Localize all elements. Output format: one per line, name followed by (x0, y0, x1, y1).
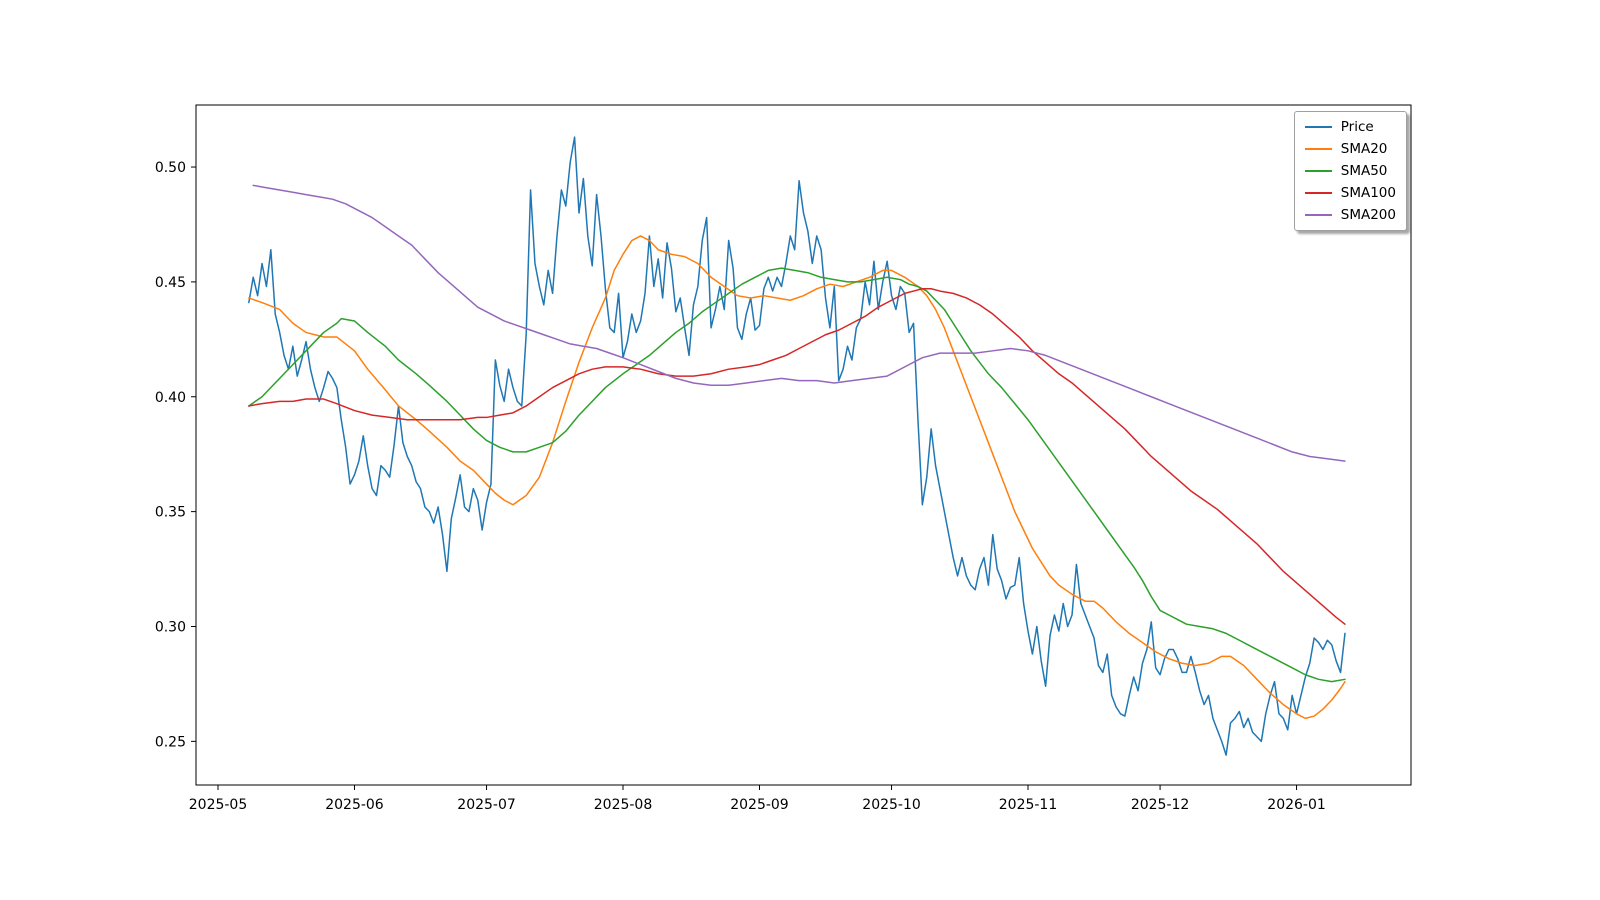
x-tick-label: 2025-09 (730, 797, 789, 813)
sma50-line-swatch (1304, 170, 1332, 172)
x-tick-label: 2025-06 (325, 797, 384, 813)
sma100-line-swatch (1304, 192, 1332, 194)
legend: Price SMA20 SMA50 SMA100 SMA200 (1293, 111, 1407, 231)
sma200-line-swatch (1304, 214, 1332, 216)
price-line-swatch (1304, 126, 1332, 128)
y-tick-label: 0.30 (155, 619, 186, 635)
series-line-sma100 (248, 288, 1346, 625)
y-tick-label: 0.25 (155, 734, 186, 750)
plot-border (195, 104, 1412, 786)
legend-label-sma100: SMA100 (1340, 185, 1396, 201)
x-tick-label: 2025-10 (862, 797, 921, 813)
legend-item-sma100: SMA100 (1304, 185, 1396, 201)
series-line-sma20 (248, 235, 1346, 720)
legend-label-sma20: SMA20 (1340, 141, 1388, 157)
legend-item-sma200: SMA200 (1304, 207, 1396, 223)
legend-item-price: Price (1304, 119, 1396, 135)
y-tick-label: 0.35 (155, 505, 186, 521)
x-tick-label: 2025-11 (999, 797, 1058, 813)
x-tick-label: 2025-08 (594, 797, 653, 813)
x-tick-label: 2025-05 (189, 797, 248, 813)
series-line-sma200 (252, 184, 1346, 462)
x-tick-label: 2025-12 (1131, 797, 1190, 813)
sma20-line-swatch (1304, 148, 1332, 150)
legend-label-price: Price (1340, 119, 1374, 135)
y-tick-label: 0.45 (155, 275, 186, 291)
legend-item-sma20: SMA20 (1304, 141, 1396, 157)
legend-label-sma50: SMA50 (1340, 163, 1388, 179)
legend-label-sma200: SMA200 (1340, 207, 1396, 223)
legend-item-sma50: SMA50 (1304, 163, 1396, 179)
series-line-price (248, 136, 1346, 756)
y-tick-label: 0.50 (155, 160, 186, 176)
x-tick-label: 2025-07 (457, 797, 516, 813)
y-tick-label: 0.40 (155, 390, 186, 406)
x-tick-label: 2026-01 (1267, 797, 1326, 813)
series-line-sma50 (248, 267, 1346, 683)
